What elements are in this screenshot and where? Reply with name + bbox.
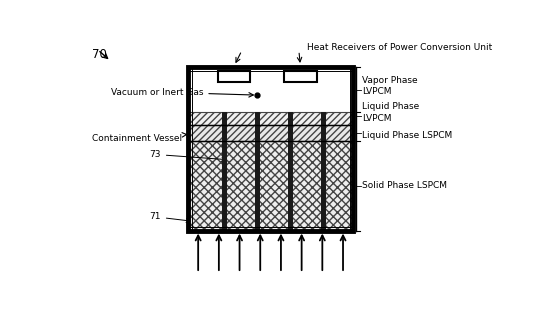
Text: 70: 70 [92,48,106,61]
Text: Liquid Phase
LVPCM: Liquid Phase LVPCM [362,102,419,122]
Text: Containment Vessel: Containment Vessel [92,133,187,143]
Bar [188,141,353,231]
Text: Liquid Phase LSPCM: Liquid Phase LSPCM [362,131,452,141]
Bar [188,67,353,112]
Bar [188,112,353,125]
Text: Vacuum or Inert Gas: Vacuum or Inert Gas [111,87,253,97]
Bar [188,125,353,141]
Bar [255,112,260,231]
Bar [218,71,250,82]
Text: Solid Phase LSPCM: Solid Phase LSPCM [362,181,447,190]
Text: Heat Receivers of Power Conversion Unit: Heat Receivers of Power Conversion Unit [307,43,492,52]
Bar [188,67,353,231]
Bar [222,112,227,231]
Text: 71: 71 [149,212,190,222]
Bar [288,112,293,231]
Bar [321,112,326,231]
Bar [188,141,353,231]
Bar [284,71,317,82]
Text: 73: 73 [149,150,226,161]
Bar [188,125,353,141]
Bar [188,112,353,125]
Text: Vapor Phase
LVPCM: Vapor Phase LVPCM [362,76,417,96]
